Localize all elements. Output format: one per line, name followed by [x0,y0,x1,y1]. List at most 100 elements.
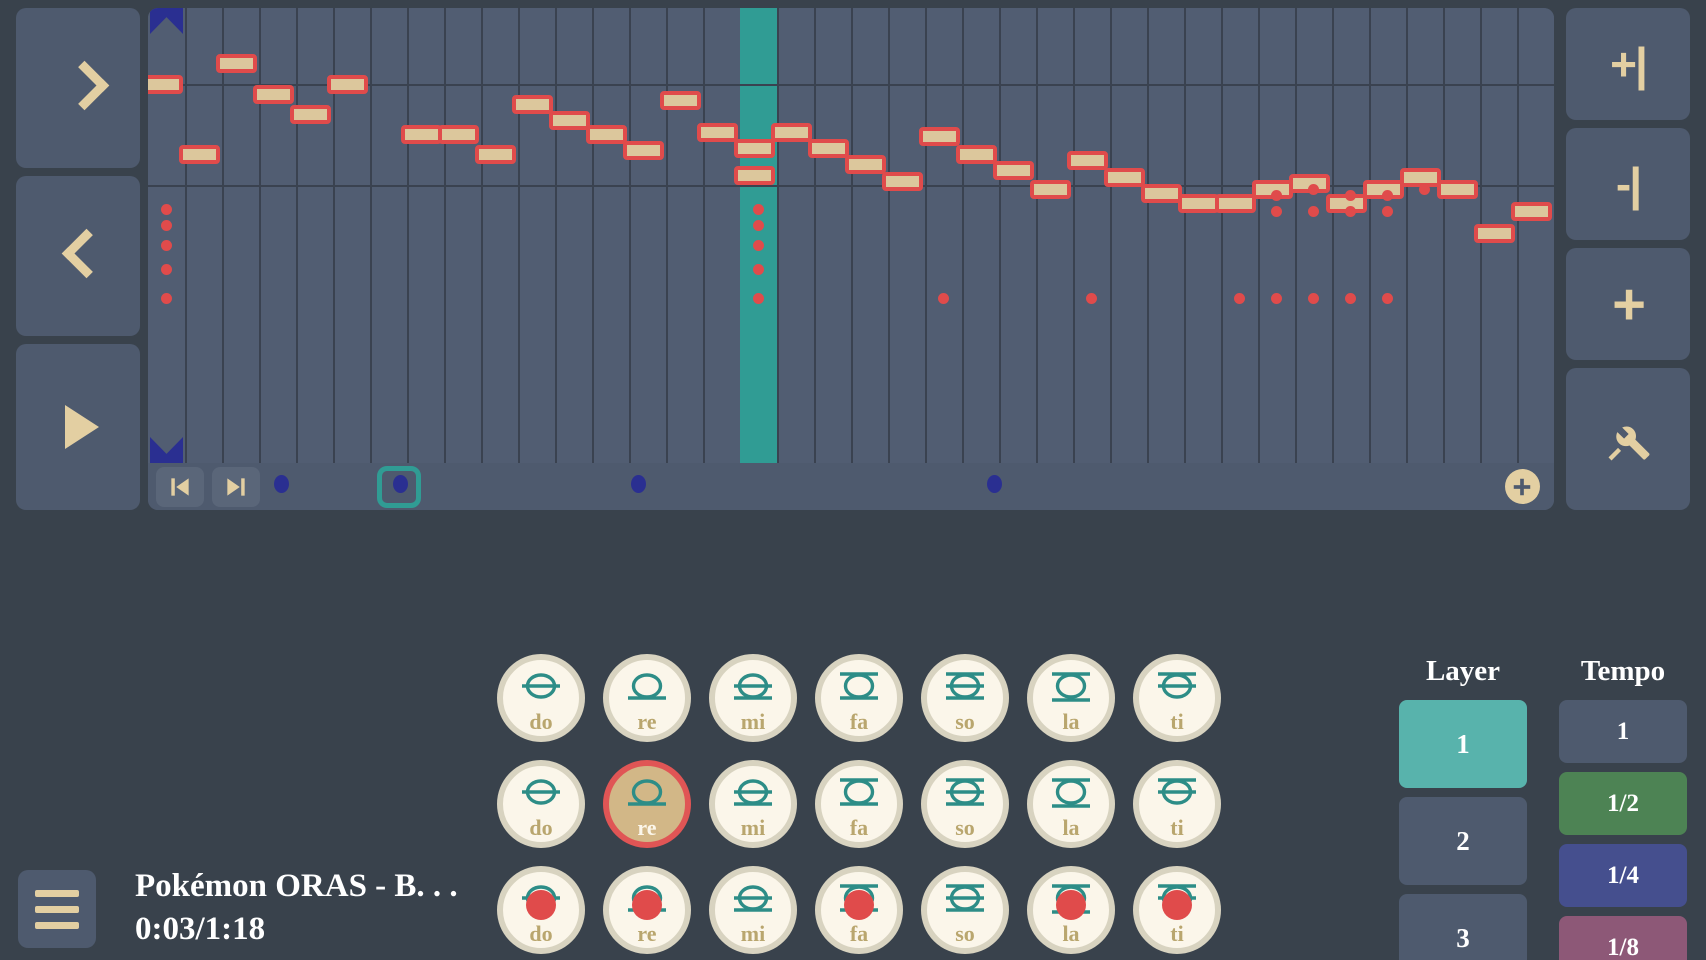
grid-dot-note[interactable] [1382,189,1393,201]
grid-dot-note[interactable] [161,203,172,215]
note-key-circle[interactable]: re [603,866,691,954]
note-key-ti-3[interactable]: ti [1124,857,1230,960]
grid-dot-note[interactable] [753,240,764,252]
note-key-re-3[interactable]: re [594,857,700,960]
grid-note[interactable] [1437,179,1478,199]
grid-note[interactable] [148,74,183,94]
grid-dot-note[interactable] [753,220,764,231]
next-page-button[interactable] [16,8,140,168]
note-key-do-1[interactable]: do [488,645,594,751]
grid-dot-note[interactable] [753,203,764,215]
note-key-circle[interactable]: so [921,654,1009,742]
grid-note[interactable] [475,145,516,165]
grid-note[interactable] [1067,151,1108,171]
note-key-circle[interactable]: fa [815,866,903,954]
note-grid[interactable] [148,8,1554,463]
grid-note[interactable] [734,165,775,185]
play-button[interactable] [16,344,140,510]
grid-dot-note[interactable] [1308,205,1319,217]
note-key-re-2[interactable]: re [594,751,700,857]
note-key-circle[interactable]: mi [709,866,797,954]
grid-note[interactable] [993,161,1034,181]
grid-note[interactable] [771,123,812,143]
grid-note[interactable] [882,171,923,191]
grid-dot-note[interactable] [1345,205,1356,217]
grid-note[interactable] [1141,183,1182,203]
layer-options[interactable]: 1 2 3 [1399,700,1527,960]
page-dot[interactable] [392,475,408,493]
note-key-la-3[interactable]: la [1018,857,1124,960]
grid-note[interactable] [327,74,368,94]
note-key-circle[interactable]: ti [1133,760,1221,848]
grid-note[interactable] [1511,201,1552,221]
note-key-circle[interactable]: so [921,760,1009,848]
grid-dot-note[interactable] [1419,183,1430,195]
note-key-do-3[interactable]: do [488,857,594,960]
note-key-mi-3[interactable]: mi [700,857,806,960]
grid-dot-note[interactable] [1271,189,1282,201]
solfege-keyboard[interactable]: do re mi fa so la ti do re mi fa so la ti do re mi fa so la… [488,645,1230,960]
note-key-circle[interactable]: do [497,866,585,954]
grid-dot-note[interactable] [938,292,949,304]
grid-note[interactable] [623,141,664,161]
note-key-circle[interactable]: mi [709,654,797,742]
note-key-circle[interactable]: so [921,866,1009,954]
grid-note[interactable] [808,139,849,159]
grid-note[interactable] [734,139,775,159]
grid-dot-note[interactable] [1345,189,1356,201]
grid-note[interactable] [549,110,590,130]
grid-note[interactable] [438,125,479,145]
grid-note[interactable] [697,123,738,143]
note-key-circle[interactable]: re [603,654,691,742]
grid-note[interactable] [512,94,553,114]
grid-note[interactable] [1215,193,1256,213]
note-key-fa-3[interactable]: fa [806,857,912,960]
note-key-la-2[interactable]: la [1018,751,1124,857]
note-key-ti-1[interactable]: ti [1124,645,1230,751]
note-key-circle[interactable]: ti [1133,866,1221,954]
grid-note[interactable] [1178,193,1219,213]
tools-button[interactable] [1566,368,1690,510]
note-key-circle[interactable]: la [1027,866,1115,954]
grid-note[interactable] [1104,167,1145,187]
tempo-option-1-2[interactable]: 1/2 [1559,772,1687,835]
grid-dot-note[interactable] [753,264,764,276]
grid-note[interactable] [919,127,960,147]
tempo-option-1[interactable]: 1 [1559,700,1687,763]
note-key-re-1[interactable]: re [594,645,700,751]
grid-note[interactable] [586,125,627,145]
grid-dot-note[interactable] [1086,292,1097,304]
skip-to-start-button[interactable] [156,466,204,507]
note-key-fa-2[interactable]: fa [806,751,912,857]
grid-note[interactable] [1474,224,1515,244]
note-key-so-3[interactable]: so [912,857,1018,960]
tempo-options[interactable]: 1 1/2 1/4 1/8 [1559,700,1687,960]
grid-note[interactable] [660,90,701,110]
grid-dot-note[interactable] [1345,292,1356,304]
grid-note[interactable] [1400,167,1441,187]
tempo-option-1-4[interactable]: 1/4 [1559,844,1687,907]
page-dot[interactable] [274,475,289,493]
note-key-circle[interactable]: do [497,760,585,848]
grid-note[interactable] [1030,179,1071,199]
note-key-do-2[interactable]: do [488,751,594,857]
note-key-circle[interactable]: mi [709,760,797,848]
page-dot[interactable] [987,475,1003,493]
grid-dot-note[interactable] [161,264,172,276]
grid-dot-note[interactable] [1308,183,1319,195]
skip-to-end-button[interactable] [212,466,260,507]
grid-note[interactable] [845,155,886,175]
add-button[interactable]: + [1566,248,1690,360]
note-key-mi-1[interactable]: mi [700,645,806,751]
note-key-circle[interactable]: ti [1133,654,1221,742]
page-dot-strip[interactable] [268,463,1498,510]
note-key-circle[interactable]: fa [815,654,903,742]
column-selector-bottom[interactable] [150,437,183,463]
layer-option-1[interactable]: 1 [1399,700,1527,788]
zoom-in-button[interactable]: +| [1566,8,1690,120]
grid-note[interactable] [290,104,331,124]
note-key-so-1[interactable]: so [912,645,1018,751]
note-key-circle[interactable]: do [497,654,585,742]
grid-note[interactable] [253,84,294,104]
grid-note[interactable] [216,54,257,74]
